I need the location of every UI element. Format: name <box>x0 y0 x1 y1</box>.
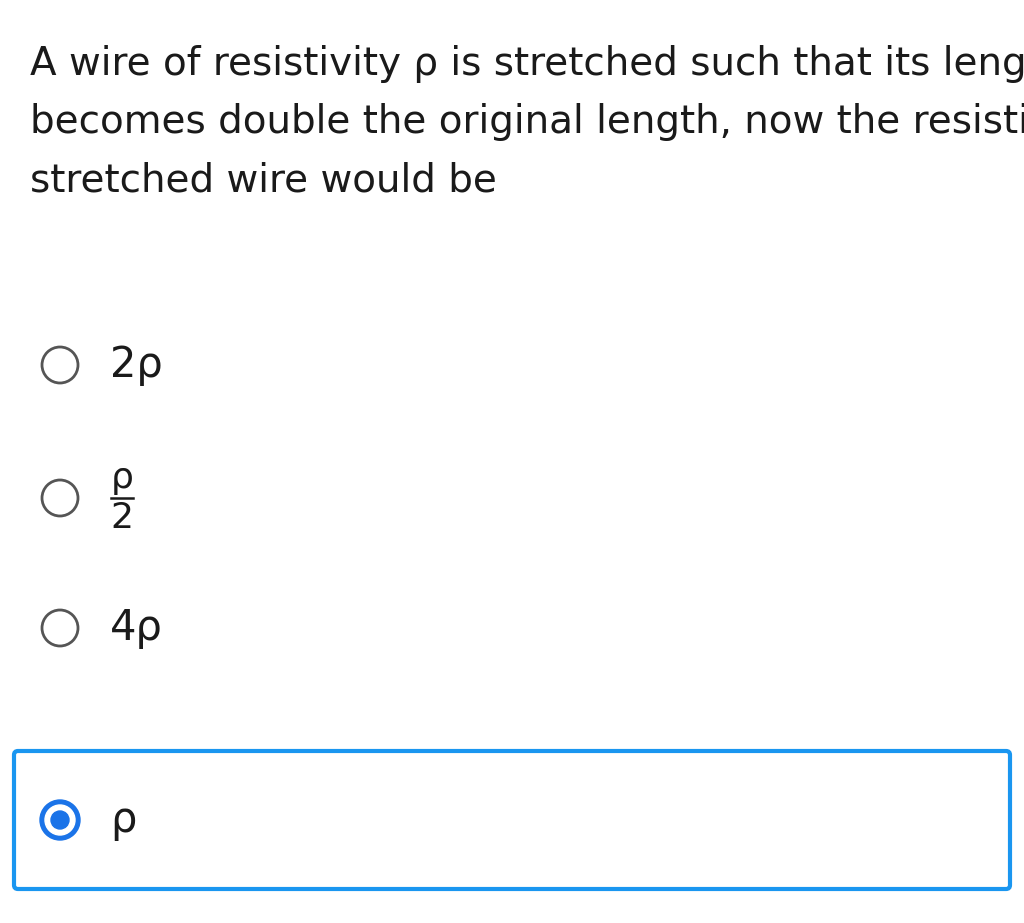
FancyBboxPatch shape <box>14 751 1010 889</box>
Text: 4ρ: 4ρ <box>110 607 163 649</box>
Circle shape <box>40 800 80 840</box>
Circle shape <box>51 811 69 829</box>
Text: stretched wire would be: stretched wire would be <box>30 161 497 199</box>
Text: ρ: ρ <box>110 799 136 841</box>
Text: 2: 2 <box>111 501 133 535</box>
Text: becomes double the original length, now the resistivity of: becomes double the original length, now … <box>30 103 1024 141</box>
Text: A wire of resistivity ρ is stretched such that its length: A wire of resistivity ρ is stretched suc… <box>30 45 1024 83</box>
Text: 2ρ: 2ρ <box>110 344 163 386</box>
Circle shape <box>45 805 75 835</box>
Text: ρ: ρ <box>111 461 133 495</box>
